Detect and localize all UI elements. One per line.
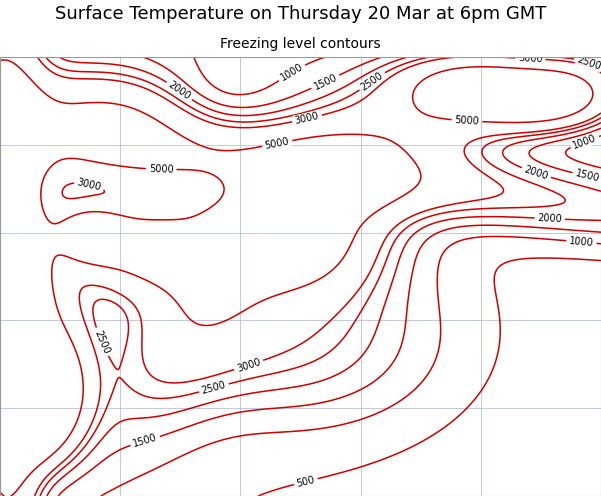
- Text: 2000: 2000: [166, 80, 192, 102]
- Text: 3000: 3000: [294, 111, 320, 126]
- Text: 2500: 2500: [93, 329, 111, 355]
- Text: 1500: 1500: [312, 72, 338, 92]
- Text: 1500: 1500: [132, 433, 159, 449]
- Text: Surface Temperature on Thursday 20 Mar at 6pm GMT: Surface Temperature on Thursday 20 Mar a…: [55, 5, 546, 23]
- Text: 5000: 5000: [264, 136, 290, 151]
- Text: 5000: 5000: [148, 164, 174, 175]
- Text: 1000: 1000: [569, 236, 594, 248]
- Text: 1000: 1000: [572, 133, 598, 151]
- Text: 2000: 2000: [537, 213, 563, 224]
- Text: 2500: 2500: [201, 380, 227, 396]
- Text: 3000: 3000: [517, 53, 543, 64]
- Text: 2500: 2500: [576, 54, 601, 71]
- Text: 1500: 1500: [575, 169, 600, 184]
- Text: 3000: 3000: [236, 357, 262, 373]
- Text: 1000: 1000: [279, 62, 305, 83]
- Text: 5000: 5000: [454, 115, 480, 126]
- Text: 500: 500: [296, 475, 316, 489]
- Text: 3000: 3000: [76, 177, 102, 192]
- Text: 2500: 2500: [359, 70, 385, 92]
- Text: 2000: 2000: [523, 164, 549, 182]
- Text: Freezing level contours: Freezing level contours: [220, 38, 381, 52]
